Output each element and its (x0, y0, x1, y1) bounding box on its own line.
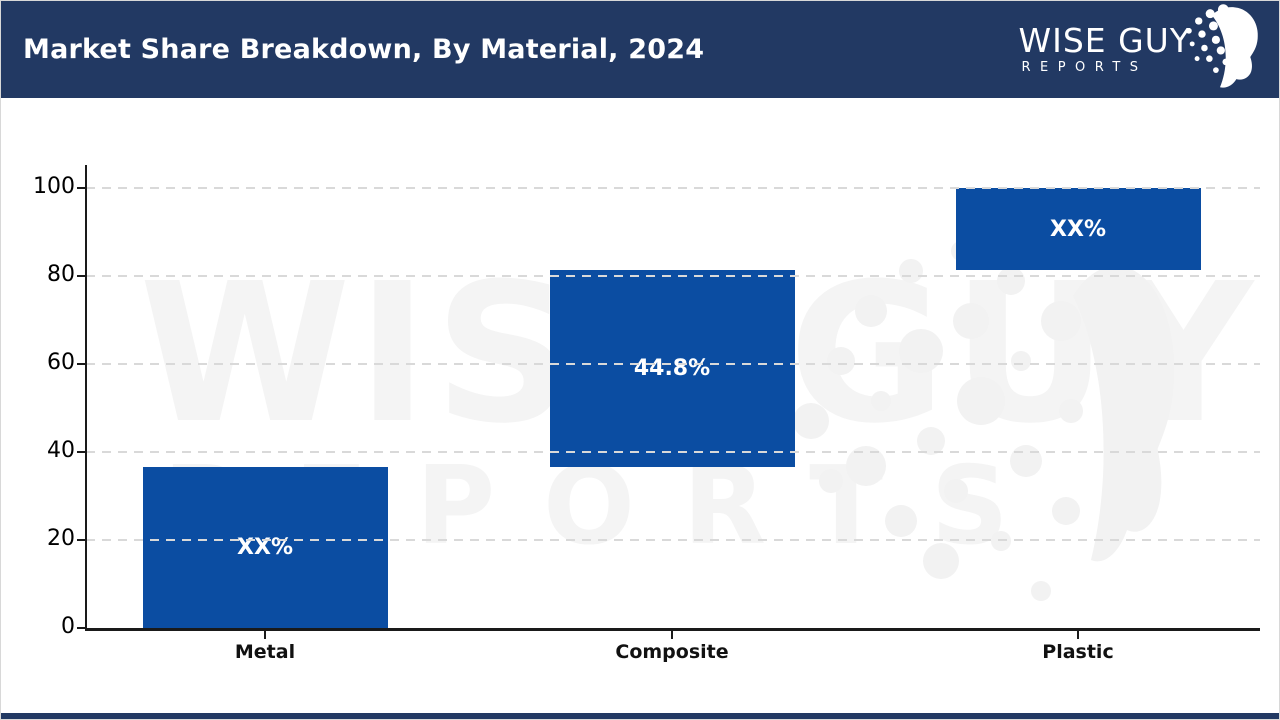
footer-bar (1, 713, 1279, 719)
x-tick-metal (264, 631, 266, 639)
y-tick-40 (77, 451, 85, 453)
category-label-composite: Composite (615, 641, 729, 663)
bar-metal: XX% (142, 467, 388, 628)
y-tick-label: 20 (47, 526, 75, 551)
gridline-60 (86, 363, 1260, 365)
x-tick-plastic (1077, 631, 1079, 639)
y-tick-label: 60 (47, 350, 75, 375)
category-label-plastic: Plastic (1042, 641, 1114, 663)
y-tick-label: 40 (47, 438, 75, 463)
category-label-metal: Metal (234, 641, 296, 663)
y-tick-20 (77, 539, 85, 541)
y-tick-80 (77, 275, 85, 277)
bar-value-label: 44.8% (633, 356, 711, 382)
gridline-100 (86, 187, 1260, 189)
x-tick-composite (671, 631, 673, 639)
bar-composite: 44.8% (549, 270, 795, 468)
y-tick-100 (77, 187, 85, 189)
brand-logo-text: WISE GUY REPORTS (1018, 24, 1191, 75)
dotted-face-icon (1177, 3, 1263, 97)
y-tick-60 (77, 363, 85, 365)
y-tick-label: 0 (61, 614, 75, 639)
page-title: Market Share Breakdown, By Material, 202… (23, 34, 705, 65)
header: Market Share Breakdown, By Material, 202… (1, 1, 1279, 98)
brand-logo: WISE GUY REPORTS (1018, 3, 1263, 97)
brand-name-line2: REPORTS (1021, 59, 1148, 75)
y-tick-0 (77, 627, 85, 629)
bar-plastic: XX% (955, 188, 1201, 271)
y-tick-label: 100 (33, 174, 75, 199)
y-axis (85, 165, 87, 631)
bar-value-label: XX% (1050, 216, 1106, 242)
gridline-80 (86, 275, 1260, 277)
x-axis (85, 628, 1260, 631)
gridline-40 (86, 451, 1260, 453)
y-tick-label: 80 (47, 262, 75, 287)
brand-name-line1: WISE GUY (1018, 21, 1191, 61)
gridline-20 (86, 539, 1260, 541)
